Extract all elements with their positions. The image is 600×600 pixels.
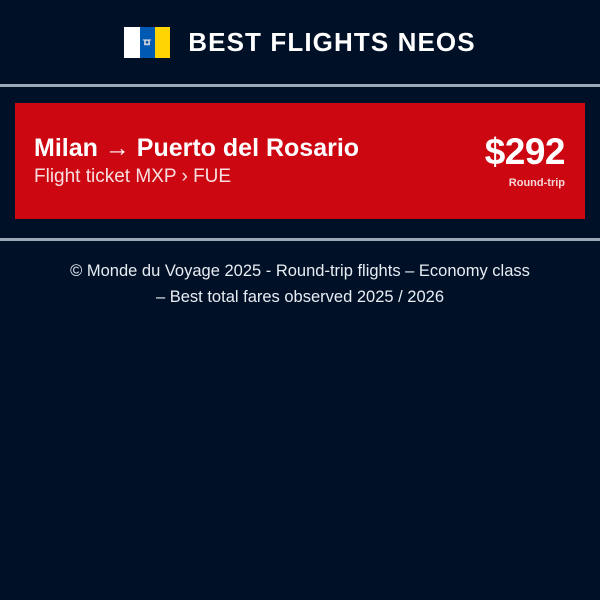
canary-islands-flag-icon [124,26,171,58]
header-divider [0,84,600,87]
footer-line-1: © Monde du Voyage 2025 - Round-trip flig… [70,262,530,280]
price-block: $292 Round-trip [471,131,566,189]
flight-deal-card[interactable]: Milan → Puerto del Rosario Flight ticket… [15,103,585,219]
route-block: Milan → Puerto del Rosario Flight ticket… [34,135,359,187]
route-subtitle: Flight ticket MXP › FUE [34,166,232,188]
footer: © Monde du Voyage 2025 - Round-trip flig… [0,241,600,311]
price-value: $292 [484,131,566,172]
footer-divider [0,238,600,241]
coat-of-arms-icon [143,39,152,46]
deal-card-zone: Milan → Puerto del Rosario Flight ticket… [0,87,600,238]
app-header: BEST FLIGHTS NEOS [0,0,600,84]
footer-line-2: – Best total fares observed 2025 / 2026 [155,288,445,307]
price-note: Round-trip [508,177,565,189]
flag-stripe-white [124,26,140,58]
flag-stripe-yellow [154,26,171,58]
route-title: Milan → Puerto del Rosario [34,133,360,162]
brand-title: BEST FLIGHTS NEOS [188,26,476,57]
